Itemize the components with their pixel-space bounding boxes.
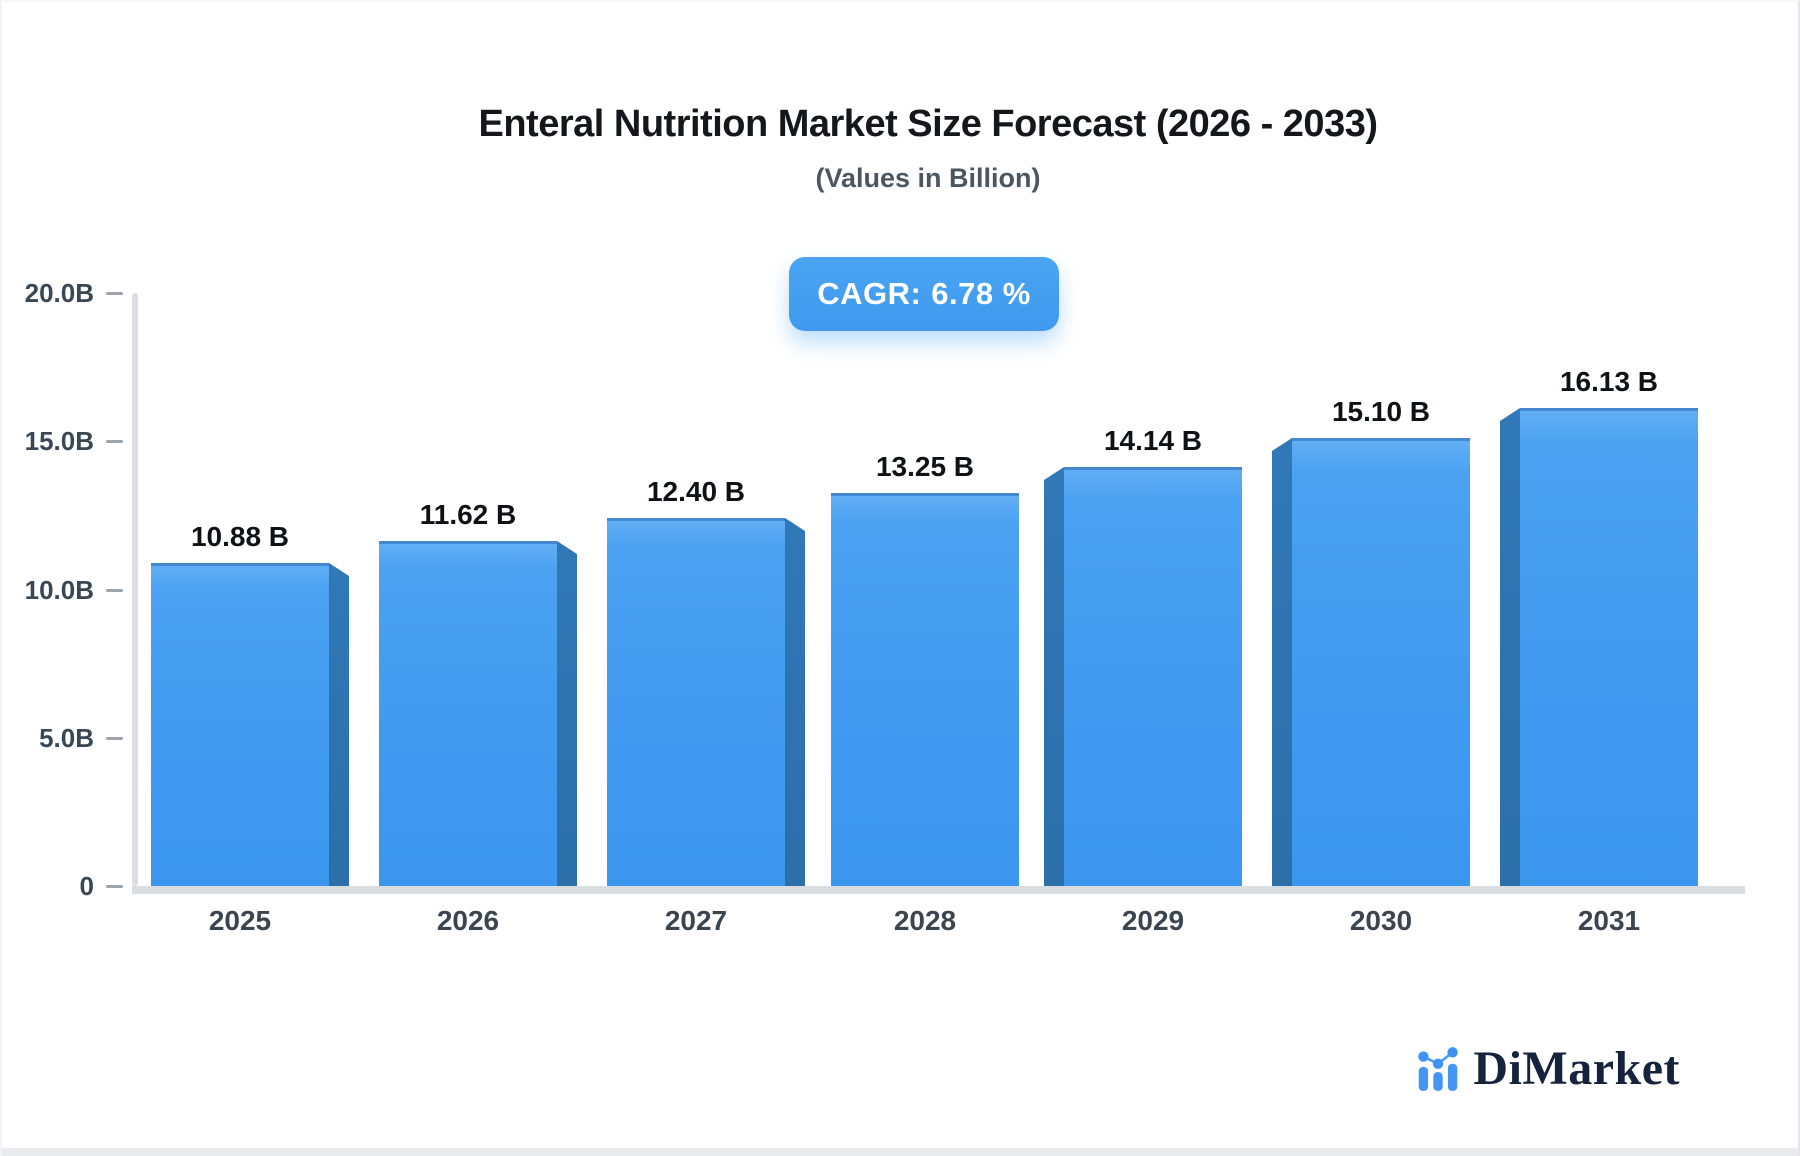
y-tick-mark — [106, 589, 123, 592]
y-tick-label-15.0B: 15.0B — [24, 426, 94, 456]
mini-bar-chart-icon — [1418, 1047, 1459, 1091]
x-tick-label-2026: 2026 — [436, 905, 500, 936]
x-tick-label-2031: 2031 — [1577, 905, 1641, 936]
bar-2031-side-face — [1500, 408, 1520, 886]
y-tick-mark — [106, 737, 123, 740]
y-tick-label-0: 0 — [79, 871, 94, 901]
y-tick-label-20.0B: 20.0B — [24, 278, 94, 308]
bar-2030-side-face — [1272, 438, 1292, 886]
bar-value-2031: 16.13 B — [1559, 366, 1659, 397]
y-tick-label-5.0B: 5.0B — [39, 723, 94, 753]
x-tick-label-2025: 2025 — [208, 905, 272, 936]
bar-value-2028: 13.25 B — [875, 451, 975, 482]
bar-2027-side-face — [785, 518, 805, 886]
y-tick-mark — [106, 440, 123, 443]
brand-name: DiMarket — [1473, 1041, 1680, 1095]
cagr-badge: CAGR: 6.78 % — [789, 257, 1059, 331]
bar-2028[interactable] — [831, 493, 1019, 886]
bar-value-2030: 15.10 B — [1331, 396, 1431, 427]
chart-subtitle: (Values in Billion) — [815, 163, 1041, 193]
bar-2025[interactable] — [151, 563, 329, 886]
dimarket-logo: DiMarket — [1416, 1040, 1680, 1096]
bar-2030[interactable] — [1292, 438, 1470, 886]
bottom-edge-strip — [2, 1148, 1798, 1156]
bar-2026-side-face — [557, 541, 577, 886]
bar-value-2026: 11.62 B — [419, 499, 517, 530]
bar-2026[interactable] — [379, 541, 557, 886]
bar-value-2025: 10.88 B — [190, 521, 290, 552]
x-axis-line — [132, 886, 1745, 894]
bar-2025-side-face — [329, 563, 349, 886]
cagr-label: CAGR: — [817, 276, 922, 311]
bar-2029[interactable] — [1064, 467, 1242, 886]
bar-value-2027: 12.40 B — [646, 476, 746, 507]
y-tick-mark — [106, 292, 123, 295]
bar-2031[interactable] — [1520, 408, 1698, 886]
bar-value-2029: 14.14 B — [1103, 425, 1203, 456]
y-tick-label-10.0B: 10.0B — [24, 575, 94, 605]
bar-2029-side-face — [1044, 467, 1064, 886]
x-tick-label-2027: 2027 — [664, 905, 728, 936]
chart-title: Enteral Nutrition Market Size Forecast (… — [478, 103, 1379, 145]
x-tick-label-2029: 2029 — [1121, 905, 1185, 936]
cagr-value: 6.78 % — [931, 276, 1031, 311]
x-tick-label-2028: 2028 — [893, 905, 957, 936]
y-axis-line — [132, 293, 138, 886]
bar-2027[interactable] — [607, 518, 785, 886]
y-tick-mark — [106, 885, 123, 888]
x-tick-label-2030: 2030 — [1349, 905, 1413, 936]
